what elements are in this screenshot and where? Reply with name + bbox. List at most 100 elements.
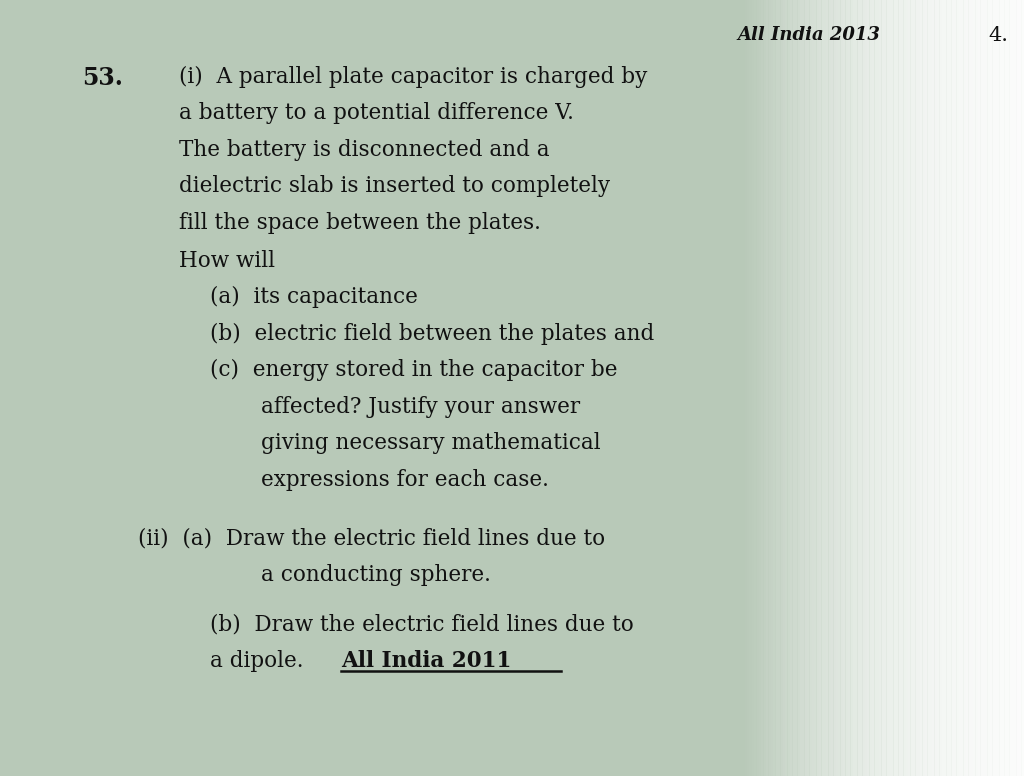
Text: affected? Justify your answer: affected? Justify your answer — [261, 396, 581, 417]
Bar — [894, 0, 903, 776]
Bar — [826, 0, 836, 776]
Bar — [824, 0, 834, 776]
Bar — [744, 0, 754, 776]
Bar — [846, 0, 855, 776]
Bar — [997, 0, 1007, 776]
Bar — [901, 0, 910, 776]
Bar — [810, 0, 819, 776]
Bar — [1017, 0, 1024, 776]
Text: a dipole.: a dipole. — [210, 650, 310, 671]
Bar — [949, 0, 958, 776]
Text: (a)  its capacitance: (a) its capacitance — [210, 286, 418, 308]
Bar — [1015, 0, 1024, 776]
Bar — [752, 0, 761, 776]
Bar — [918, 0, 927, 776]
Bar — [844, 0, 853, 776]
Bar — [865, 0, 874, 776]
Bar — [791, 0, 800, 776]
Bar — [988, 0, 997, 776]
Bar — [776, 0, 785, 776]
Bar — [910, 0, 920, 776]
Bar — [882, 0, 891, 776]
Bar — [1022, 0, 1024, 776]
Text: (i)  A parallel plate capacitor is charged by: (i) A parallel plate capacitor is charge… — [179, 66, 647, 88]
Bar — [803, 0, 812, 776]
Bar — [921, 0, 930, 776]
Bar — [795, 0, 804, 776]
Bar — [739, 0, 749, 776]
Bar — [880, 0, 889, 776]
Bar — [947, 0, 956, 776]
Bar — [985, 0, 994, 776]
Bar — [887, 0, 896, 776]
Text: How will: How will — [179, 250, 275, 272]
Text: All India 2013: All India 2013 — [737, 26, 881, 44]
Bar — [964, 0, 973, 776]
Bar — [940, 0, 949, 776]
Bar — [1002, 0, 1012, 776]
Bar — [750, 0, 759, 776]
Bar — [848, 0, 857, 776]
Bar — [874, 0, 884, 776]
Bar — [915, 0, 925, 776]
Bar — [831, 0, 841, 776]
Bar — [773, 0, 782, 776]
Bar — [1012, 0, 1021, 776]
Bar — [958, 0, 968, 776]
Bar — [805, 0, 814, 776]
Text: giving necessary mathematical: giving necessary mathematical — [261, 432, 601, 454]
Bar — [954, 0, 964, 776]
Bar — [1005, 0, 1014, 776]
Bar — [974, 0, 983, 776]
Text: dielectric slab is inserted to completely: dielectric slab is inserted to completel… — [179, 175, 610, 197]
Bar — [908, 0, 918, 776]
Bar — [834, 0, 843, 776]
Bar — [869, 0, 879, 776]
Bar — [759, 0, 768, 776]
Bar — [814, 0, 823, 776]
Bar — [839, 0, 848, 776]
Bar — [762, 0, 771, 776]
Text: fill the space between the plates.: fill the space between the plates. — [179, 212, 541, 234]
Bar — [967, 0, 976, 776]
Bar — [956, 0, 966, 776]
Bar — [969, 0, 978, 776]
Bar — [853, 0, 862, 776]
Bar — [766, 0, 775, 776]
Bar — [778, 0, 787, 776]
Bar — [737, 0, 746, 776]
Bar — [742, 0, 752, 776]
Bar — [933, 0, 942, 776]
Bar — [769, 0, 778, 776]
Bar — [885, 0, 894, 776]
Bar — [828, 0, 838, 776]
Bar — [807, 0, 816, 776]
Bar — [995, 0, 1005, 776]
Text: (b)  Draw the electric field lines due to: (b) Draw the electric field lines due to — [210, 613, 634, 635]
Bar — [746, 0, 756, 776]
Bar — [855, 0, 864, 776]
Bar — [841, 0, 850, 776]
Bar — [1010, 0, 1019, 776]
Bar — [862, 0, 871, 776]
Bar — [872, 0, 882, 776]
Bar — [754, 0, 763, 776]
Bar — [800, 0, 809, 776]
Bar — [999, 0, 1009, 776]
Bar — [771, 0, 780, 776]
Bar — [903, 0, 912, 776]
Bar — [990, 0, 999, 776]
Text: (c)  energy stored in the capacitor be: (c) energy stored in the capacitor be — [210, 359, 617, 381]
Bar — [930, 0, 939, 776]
Bar — [992, 0, 1001, 776]
Bar — [812, 0, 821, 776]
Bar — [937, 0, 946, 776]
Bar — [978, 0, 987, 776]
Text: (b)  electric field between the plates and: (b) electric field between the plates an… — [210, 323, 654, 345]
Bar — [821, 0, 830, 776]
Bar — [983, 0, 992, 776]
Bar — [962, 0, 971, 776]
Bar — [899, 0, 908, 776]
Bar — [819, 0, 828, 776]
Bar — [981, 0, 990, 776]
